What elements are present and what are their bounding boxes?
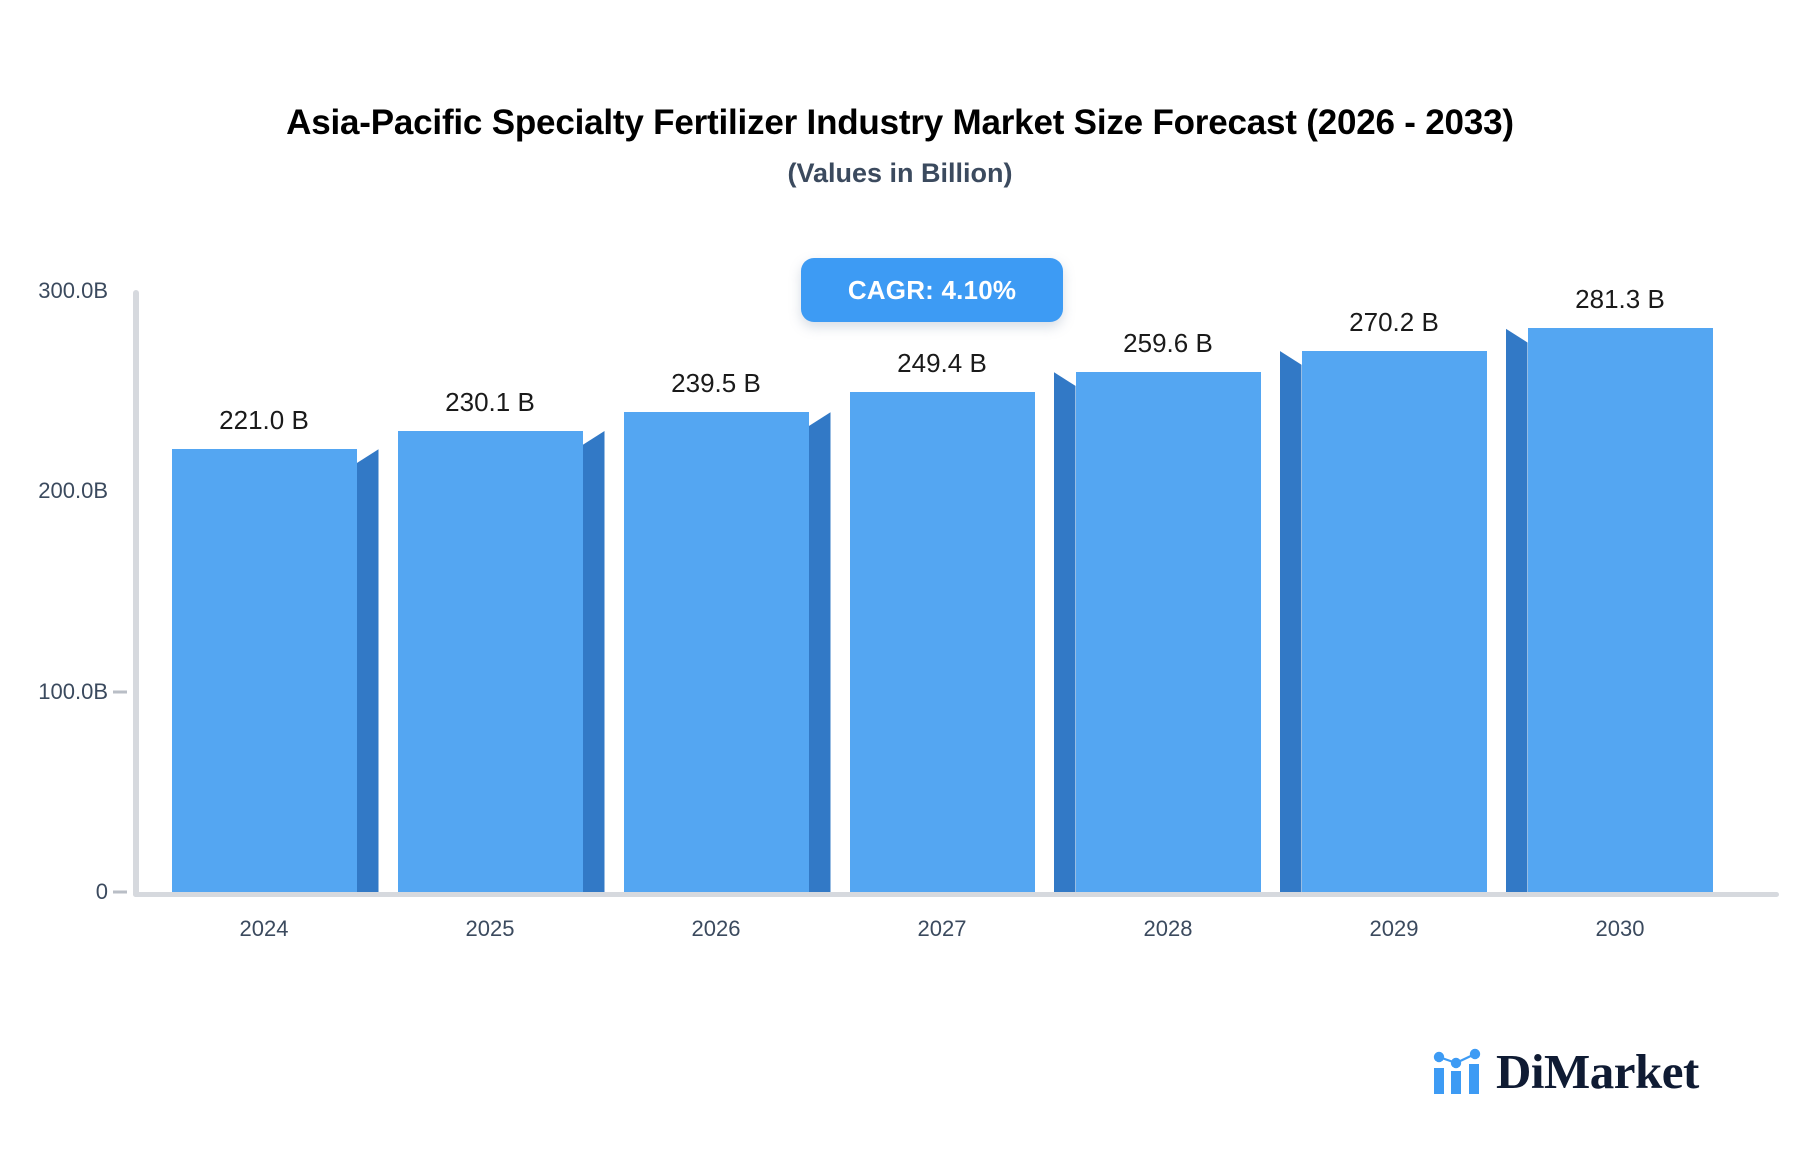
x-tick-label: 2028 [1143,916,1193,941]
bar-2030 [1505,328,1713,892]
bar-2025 [397,431,605,892]
cagr-badge-label: CAGR: 4.10% [847,274,1017,305]
bar-2024 [171,449,379,892]
x-tick-label: 2029 [1369,916,1419,941]
bar-2027 [849,392,1035,892]
bar-value-label: 221.0 B [219,405,309,436]
bar-side-face [1505,328,1528,892]
y-tick-mark [113,890,127,894]
y-tick-label: 200.0B [38,478,108,504]
y-tick-mark [113,690,127,694]
bar-value-label: 239.5 B [671,368,761,399]
x-tick-label: 2026 [691,916,741,941]
bar-value-label: 259.6 B [1123,327,1213,358]
bar-2026 [623,412,831,892]
cagr-badge: CAGR: 4.10% [801,258,1063,322]
y-tick-label: 100.0B [38,678,108,704]
x-tick-label: 2024 [239,916,289,941]
x-tick-label: 2030 [1595,916,1645,941]
bar-value-label: 230.1 B [445,387,535,418]
y-tick-label: 300.0B [38,278,108,303]
x-axis-line [133,892,1779,897]
bar-2028 [1053,371,1261,892]
bar-value-label: 249.4 B [897,348,987,379]
bar-2029 [1279,350,1487,892]
bar-side-face [1053,371,1076,892]
bar-front-face [849,392,1035,892]
bar-front-face [397,431,583,892]
bar-side-face [1279,350,1302,892]
bar-front-face [623,412,809,892]
y-axis-line [133,290,139,897]
bar-chart-icon [1430,1046,1484,1096]
y-tick-label: 0 [95,879,108,904]
bar-front-face [1075,371,1261,892]
bar-side-face [356,449,379,892]
bar-value-label: 281.3 B [1575,284,1665,315]
x-tick-label: 2027 [917,916,967,941]
brand-logo-text: DiMarket [1496,1043,1699,1099]
bar-front-face [171,449,357,892]
bar-side-face [582,431,605,892]
bar-front-face [1527,328,1713,892]
bar-front-face [1301,350,1487,892]
bar-side-face [808,412,831,892]
bar-value-label: 270.2 B [1349,306,1439,337]
x-tick-label: 2025 [465,916,515,941]
brand-logo: DiMarket [1430,1046,1699,1096]
